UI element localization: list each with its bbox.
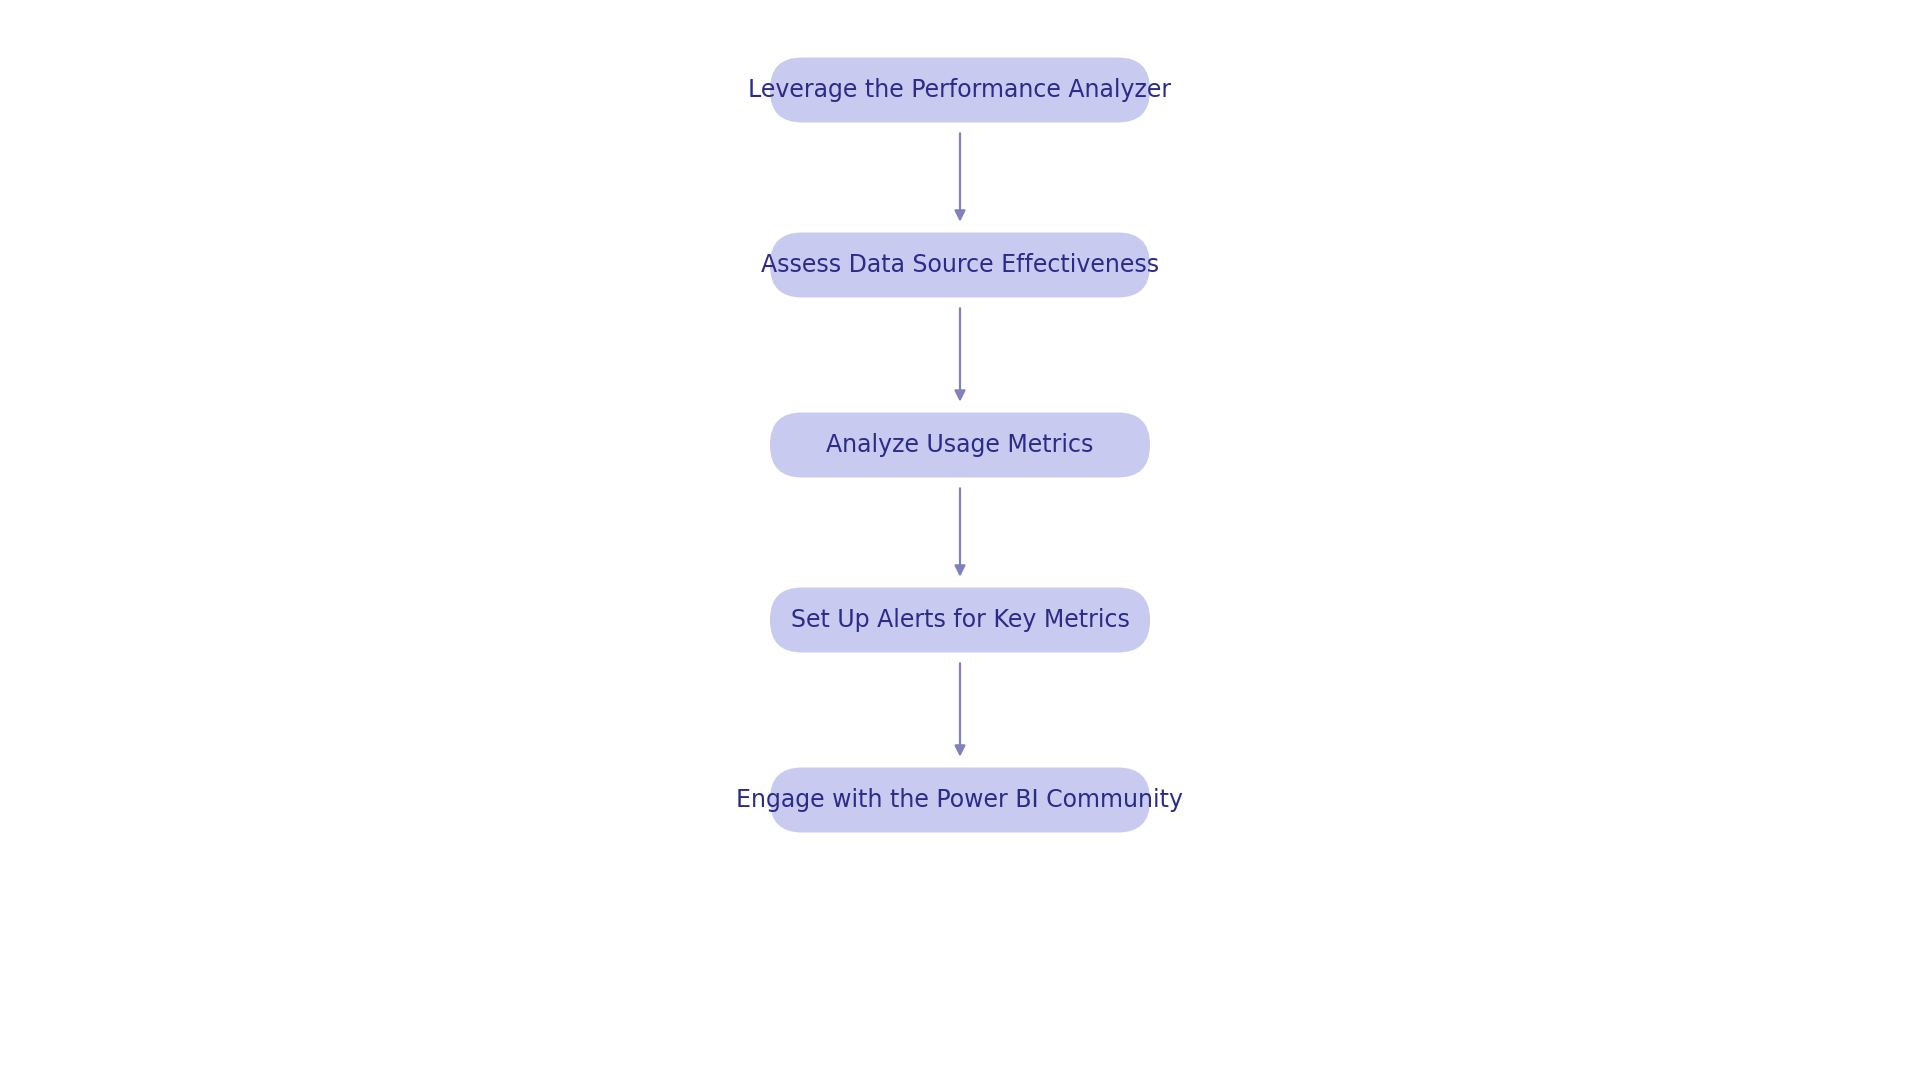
FancyBboxPatch shape	[770, 413, 1150, 478]
Text: Engage with the Power BI Community: Engage with the Power BI Community	[737, 788, 1183, 812]
FancyBboxPatch shape	[770, 587, 1150, 652]
Text: Analyze Usage Metrics: Analyze Usage Metrics	[826, 433, 1094, 457]
FancyBboxPatch shape	[770, 233, 1150, 298]
Text: Set Up Alerts for Key Metrics: Set Up Alerts for Key Metrics	[791, 608, 1129, 632]
Text: Assess Data Source Effectiveness: Assess Data Source Effectiveness	[760, 253, 1160, 277]
Text: Leverage the Performance Analyzer: Leverage the Performance Analyzer	[749, 78, 1171, 102]
FancyBboxPatch shape	[770, 768, 1150, 833]
FancyBboxPatch shape	[770, 57, 1150, 122]
